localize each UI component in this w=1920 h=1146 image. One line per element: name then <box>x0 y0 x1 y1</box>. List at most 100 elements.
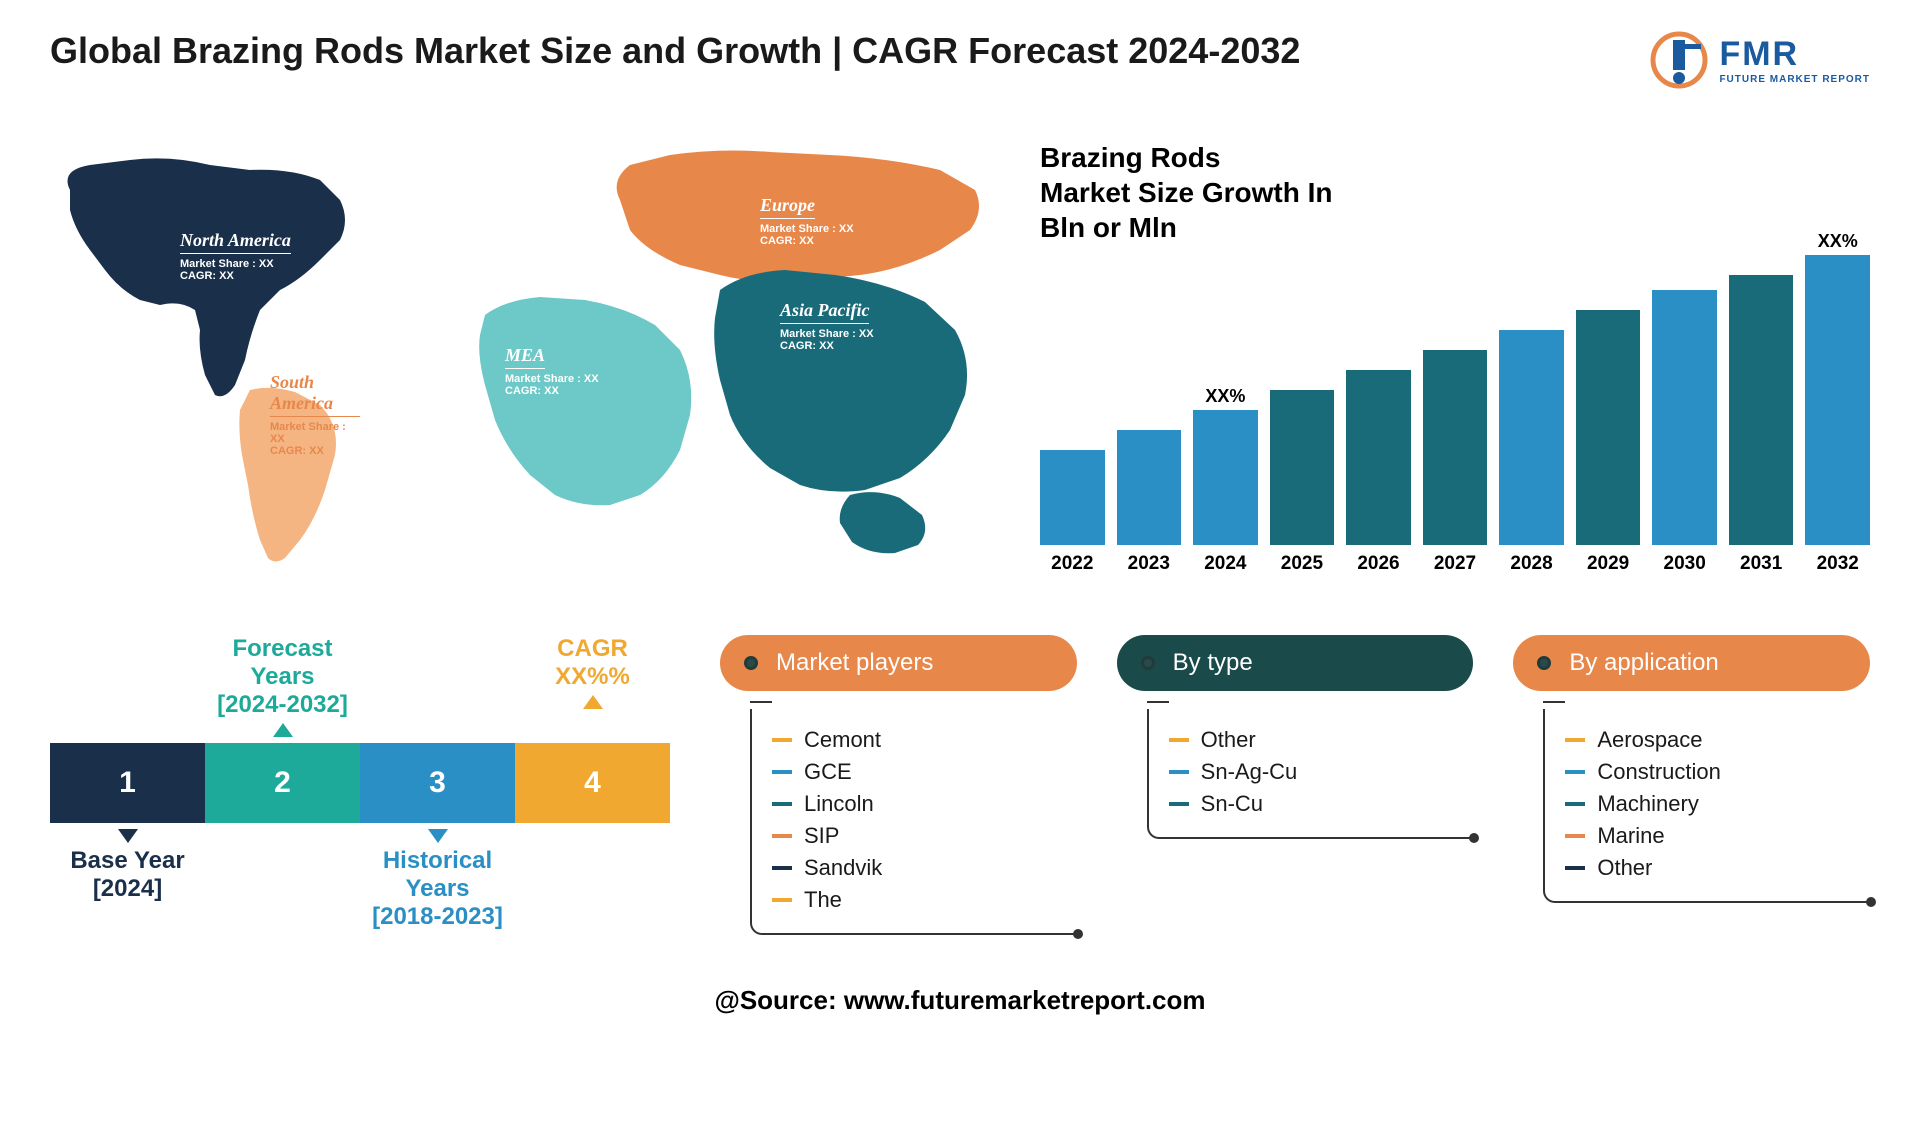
list-item: SIP <box>772 823 1077 849</box>
cagr-label: CAGR <box>515 635 670 663</box>
list-item: Aerospace <box>1565 727 1870 753</box>
year-label: 2032 <box>1817 553 1859 575</box>
tick-icon <box>772 834 792 838</box>
main-title: Global Brazing Rods Market Size and Grow… <box>50 30 1300 72</box>
logo-text: FMR <box>1719 35 1870 74</box>
tick-icon <box>1565 866 1585 870</box>
list-item-label: SIP <box>804 823 839 849</box>
region-sa-name: South America <box>270 372 360 417</box>
bar-label: XX% <box>1818 231 1858 252</box>
tick-icon <box>1169 770 1189 774</box>
tick-icon <box>772 738 792 742</box>
hist-range: [2018-2023] <box>360 903 515 931</box>
year-label: 2025 <box>1281 553 1323 575</box>
list-item-label: GCE <box>804 759 852 785</box>
list-item-label: Sandvik <box>804 855 882 881</box>
fmr-logo: FMR FUTURE MARKET REPORT <box>1649 30 1870 90</box>
growth-bar-chart: Brazing Rods Market Size Growth In Bln o… <box>1040 130 1870 575</box>
list-item: Other <box>1169 727 1474 753</box>
list-item-label: Marine <box>1597 823 1664 849</box>
base-range: [2024] <box>50 875 205 903</box>
list-item-label: Aerospace <box>1597 727 1702 753</box>
tick-icon <box>772 866 792 870</box>
region-na-name: North America <box>180 230 291 254</box>
tick-icon <box>772 898 792 902</box>
application-title: By application <box>1569 649 1718 677</box>
region-na-cagr: CAGR: XX <box>180 270 291 282</box>
chart-bar-2028: 2028 <box>1499 330 1564 575</box>
list-item: Construction <box>1565 759 1870 785</box>
region-mea-share: Market Share : XX <box>505 373 599 385</box>
hist-label: Historical Years <box>360 847 515 903</box>
market-players-column: Market players Cemont GCE Lincoln SIP Sandvi… <box>720 635 1077 935</box>
forecast-label: Forecast Years <box>205 635 360 691</box>
timeline-infographic: Forecast Years [2024-2032] CAGR XX%% 123… <box>50 635 670 935</box>
by-type-column: By type Other Sn-Ag-Cu Sn-Cu <box>1117 635 1474 935</box>
list-item: The <box>772 887 1077 913</box>
base-label: Base Year <box>50 847 205 875</box>
region-na-share: Market Share : XX <box>180 258 291 270</box>
region-ap-cagr: CAGR: XX <box>780 340 874 352</box>
region-ap-name: Asia Pacific <box>780 300 869 324</box>
chart-bar-2026: 2026 <box>1346 370 1411 575</box>
year-label: 2024 <box>1204 553 1246 575</box>
timeline-segment-4: 4 <box>515 743 670 823</box>
tick-icon <box>1565 802 1585 806</box>
region-sa-cagr: CAGR: XX <box>270 445 360 457</box>
tick-icon <box>1169 802 1189 806</box>
list-item-label: Sn-Ag-Cu <box>1201 759 1298 785</box>
list-item-label: Other <box>1597 855 1652 881</box>
region-sa-share: Market Share : XX <box>270 421 360 445</box>
chart-bar-2023: 2023 <box>1117 430 1182 575</box>
chart-bar-2027: 2027 <box>1423 350 1488 575</box>
year-label: 2028 <box>1510 553 1552 575</box>
list-item: Sn-Ag-Cu <box>1169 759 1474 785</box>
tick-icon <box>772 802 792 806</box>
chart-bar-2029: 2029 <box>1576 310 1641 575</box>
year-label: 2030 <box>1664 553 1706 575</box>
list-item: Marine <box>1565 823 1870 849</box>
list-item: Sandvik <box>772 855 1077 881</box>
year-label: 2022 <box>1051 553 1093 575</box>
list-item-label: The <box>804 887 842 913</box>
year-label: 2031 <box>1740 553 1782 575</box>
region-mea-name: MEA <box>505 345 545 369</box>
year-label: 2027 <box>1434 553 1476 575</box>
year-label: 2026 <box>1357 553 1399 575</box>
region-mea-cagr: CAGR: XX <box>505 385 599 397</box>
timeline-segment-1: 1 <box>50 743 205 823</box>
chart-bar-2031: 2031 <box>1729 275 1794 575</box>
fmr-logo-icon <box>1649 30 1709 90</box>
type-title: By type <box>1173 649 1253 677</box>
by-application-column: By application Aerospace Construction Mach… <box>1513 635 1870 935</box>
tick-icon <box>1565 770 1585 774</box>
list-item: Cemont <box>772 727 1077 753</box>
list-item-label: Cemont <box>804 727 881 753</box>
forecast-range: [2024-2032] <box>205 691 360 719</box>
tick-icon <box>772 770 792 774</box>
region-ap-share: Market Share : XX <box>780 328 874 340</box>
region-eu-name: Europe <box>760 195 815 219</box>
world-map: North America Market Share : XX CAGR: XX… <box>50 130 1000 570</box>
region-eu-share: Market Share : XX <box>760 223 854 235</box>
chart-bar-2032: XX%2032 <box>1805 255 1870 575</box>
chart-title-l1: Brazing Rods <box>1040 142 1220 173</box>
list-item-label: Construction <box>1597 759 1721 785</box>
tick-icon <box>1565 834 1585 838</box>
players-title: Market players <box>776 649 933 677</box>
cagr-range: XX%% <box>515 663 670 691</box>
list-item: Lincoln <box>772 791 1077 817</box>
list-item: Machinery <box>1565 791 1870 817</box>
logo-subtext: FUTURE MARKET REPORT <box>1719 74 1870 85</box>
source-attribution: @Source: www.futuremarketreport.com <box>50 985 1870 1016</box>
tick-icon <box>1169 738 1189 742</box>
bar-label: XX% <box>1205 386 1245 407</box>
region-eu-cagr: CAGR: XX <box>760 235 854 247</box>
list-item-label: Sn-Cu <box>1201 791 1263 817</box>
chart-bar-2024: XX%2024 <box>1193 410 1258 575</box>
chart-title-l2: Market Size Growth In <box>1040 177 1333 208</box>
year-label: 2029 <box>1587 553 1629 575</box>
chart-bar-2030: 2030 <box>1652 290 1717 575</box>
list-item-label: Other <box>1201 727 1256 753</box>
tick-icon <box>1565 738 1585 742</box>
